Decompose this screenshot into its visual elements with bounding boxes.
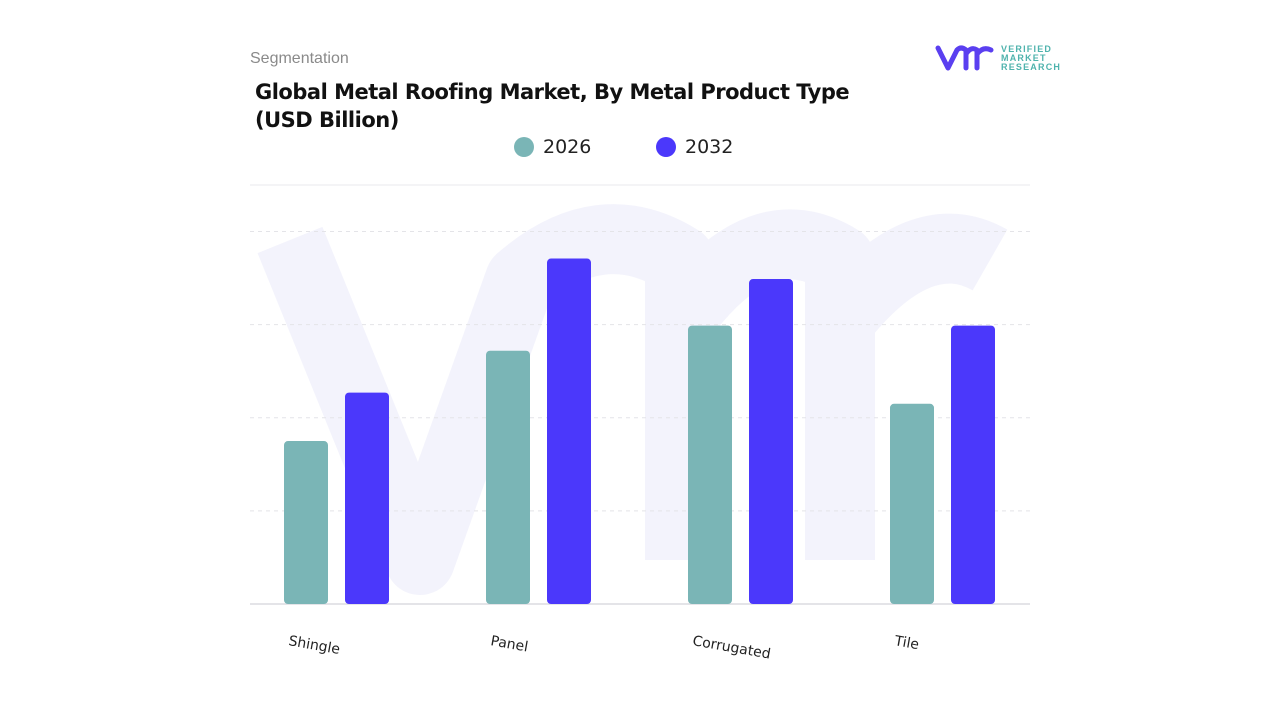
x-tick-label: Panel [489,633,529,655]
x-tick-label: Corrugated [691,633,772,662]
legend-label: 2032 [685,136,734,158]
watermark [257,204,1008,595]
x-tick-label: Shingle [287,633,341,658]
bar-tile-2032 [951,325,995,604]
bar-tile-2026 [890,403,934,604]
x-tick-label: Tile [892,633,920,653]
section-label: Segmentation [250,50,349,67]
legend-item-2026: 2026 [514,136,591,158]
bar-panel-2032 [547,258,591,604]
vmr-logo-mark-icon [935,45,994,71]
logo-line: MARKET [1001,52,1047,63]
vmr-logo: VERIFIED MARKET RESEARCH [935,44,1061,72]
bar-corrugated-2032 [749,279,793,604]
logo-line: VERIFIED [1001,43,1053,54]
logo-text: VERIFIED MARKET RESEARCH [1001,43,1062,72]
logo-line: RESEARCH [1001,61,1062,72]
legend-item-2032: 2032 [656,136,733,158]
bar-panel-2026 [486,350,530,604]
bar-shingle-2026 [284,441,328,604]
legend-swatch [514,137,534,157]
legend-label: 2026 [543,136,592,158]
bar-corrugated-2026 [688,325,732,604]
chart-title: Global Metal Roofing Market, By Metal Pr… [255,80,850,132]
bar-shingle-2032 [345,392,389,604]
legend-swatch [656,137,676,157]
